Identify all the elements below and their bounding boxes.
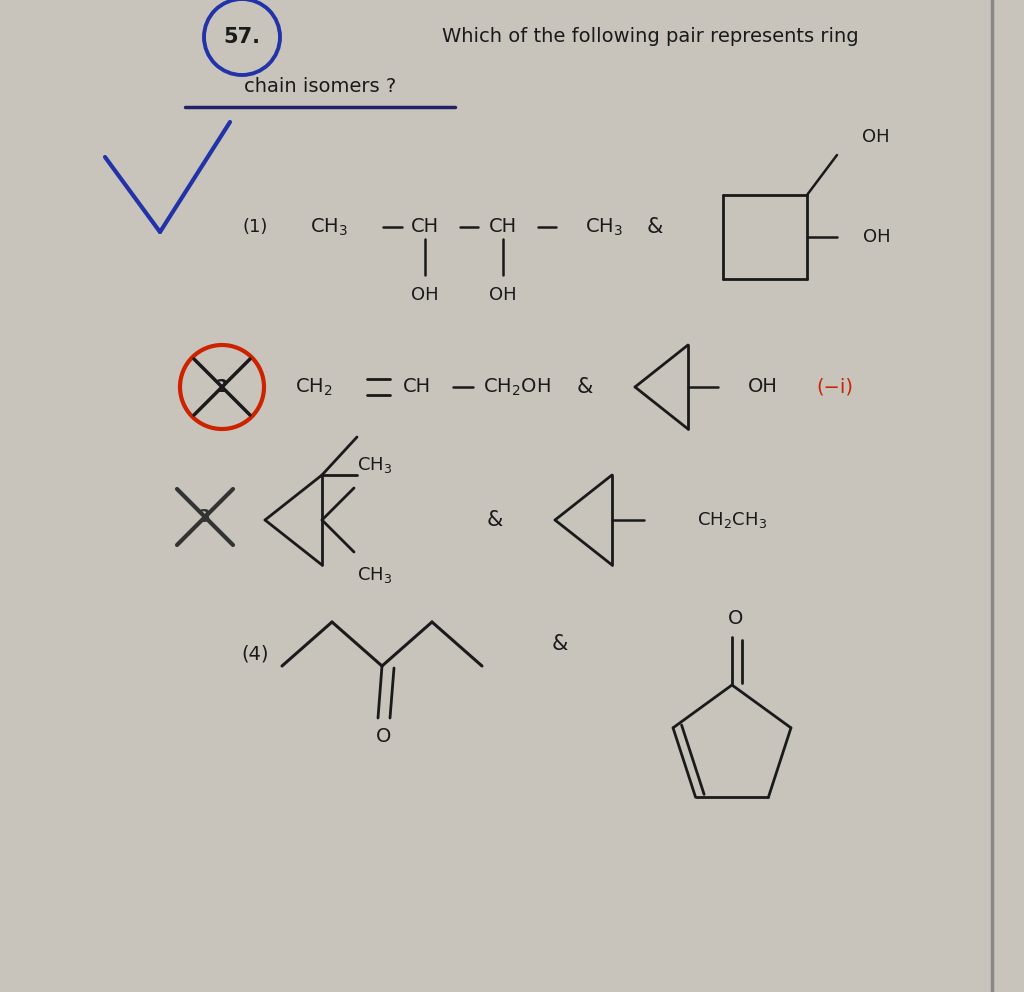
Text: &: & — [577, 377, 593, 397]
Text: &: & — [647, 217, 664, 237]
Text: 2: 2 — [216, 378, 228, 396]
Text: &: & — [552, 634, 568, 654]
Text: CH$_3$: CH$_3$ — [585, 216, 623, 238]
Text: CH: CH — [402, 378, 431, 397]
Text: &: & — [486, 510, 503, 530]
Text: OH: OH — [748, 378, 778, 397]
Text: 3: 3 — [200, 508, 211, 526]
Text: OH: OH — [412, 286, 439, 304]
Text: (1): (1) — [243, 218, 267, 236]
Text: OH: OH — [489, 286, 517, 304]
Text: chain isomers ?: chain isomers ? — [244, 77, 396, 96]
Text: OH: OH — [862, 128, 890, 146]
Text: 57.: 57. — [223, 27, 260, 47]
Text: CH$_3$: CH$_3$ — [357, 565, 392, 585]
Text: O: O — [376, 726, 392, 746]
Text: (4): (4) — [242, 645, 268, 664]
Text: CH$_2$CH$_3$: CH$_2$CH$_3$ — [697, 510, 767, 530]
Text: CH$_2$OH: CH$_2$OH — [483, 376, 551, 398]
Text: CH: CH — [488, 217, 517, 236]
Text: OH: OH — [863, 228, 891, 246]
Text: O: O — [728, 609, 743, 629]
Text: CH: CH — [411, 217, 439, 236]
Text: CH$_3$: CH$_3$ — [310, 216, 348, 238]
Text: Which of the following pair represents ring: Which of the following pair represents r… — [441, 28, 858, 47]
Text: CH$_2$: CH$_2$ — [295, 376, 333, 398]
Text: (−i): (−i) — [816, 378, 853, 397]
Text: CH$_3$: CH$_3$ — [357, 455, 392, 475]
